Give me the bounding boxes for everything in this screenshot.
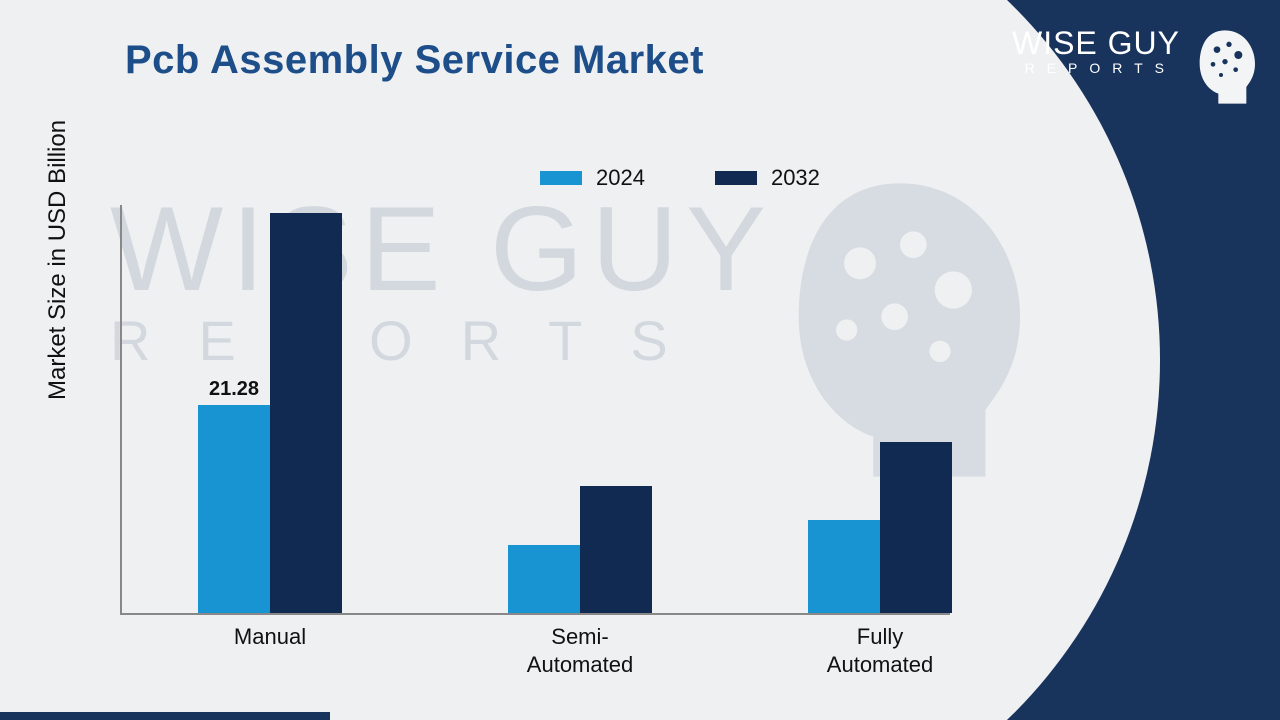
bar-2032 xyxy=(270,213,342,613)
bottom-accent-bar xyxy=(0,712,330,720)
bar-2024 xyxy=(508,545,580,613)
category-label: FullyAutomated xyxy=(780,623,980,678)
legend-label-2032: 2032 xyxy=(771,165,820,191)
bar-2024 xyxy=(808,520,880,613)
chart-canvas: WISE GUY REPORTS Pcb Assembly Service Ma… xyxy=(0,0,1280,720)
bar-group: Semi-Automated xyxy=(490,205,670,615)
bar-2024 xyxy=(198,405,270,613)
y-axis-line xyxy=(120,205,122,615)
plot-area: 21.28ManualSemi-AutomatedFullyAutomated xyxy=(120,205,950,615)
chart-title: Pcb Assembly Service Market xyxy=(125,38,704,83)
brand-name: WISE GUY xyxy=(990,25,1180,62)
legend-item-2032: 2032 xyxy=(715,165,820,191)
legend-swatch-2032 xyxy=(715,171,757,185)
y-axis-label: Market Size in USD Billion xyxy=(44,120,72,400)
bar-group: FullyAutomated xyxy=(790,205,970,615)
legend: 2024 2032 xyxy=(540,165,820,191)
legend-swatch-2024 xyxy=(540,171,582,185)
bar-value-label: 21.28 xyxy=(198,378,270,401)
brand-logo: WISE GUY REPORTS xyxy=(990,25,1250,105)
brand-subtitle: REPORTS xyxy=(990,60,1180,76)
legend-label-2024: 2024 xyxy=(596,165,645,191)
bar-2032 xyxy=(880,442,952,613)
category-label: Manual xyxy=(170,623,370,651)
bar-group: 21.28Manual xyxy=(180,205,360,615)
bar-2032 xyxy=(580,486,652,613)
legend-item-2024: 2024 xyxy=(540,165,645,191)
category-label: Semi-Automated xyxy=(480,623,680,678)
